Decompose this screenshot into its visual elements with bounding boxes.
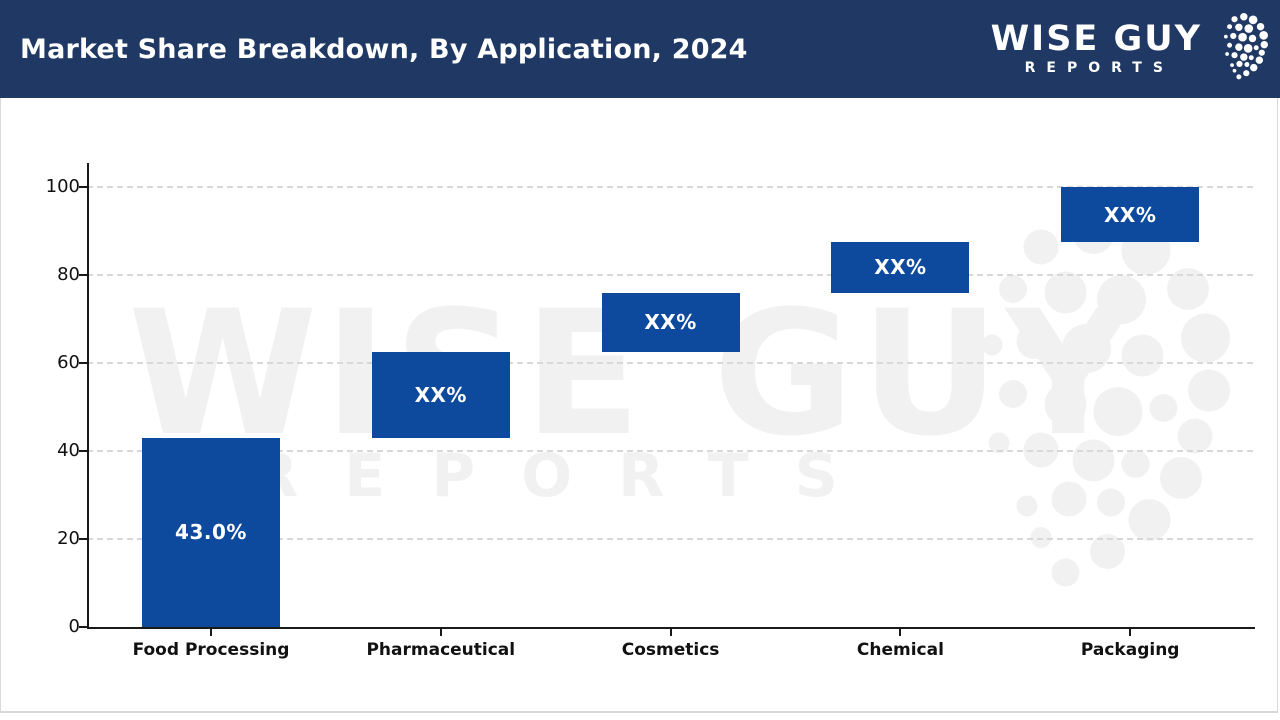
gridline-100 [87,186,1253,188]
y-axis-tick-label: 80 [57,264,80,285]
header-bar: Market Share Breakdown, By Application, … [0,0,1280,98]
x-tick-mark [669,629,672,636]
y-axis-tick-label: 0 [68,616,80,637]
x-tick-mark [210,629,212,636]
x-tick-mark [1129,629,1132,636]
x-axis-category-label-packaging: Packaging [1080,640,1180,660]
gridline-60 [87,362,1253,364]
y-axis-tick-label: 60 [57,352,80,373]
bar-food-processing: 43.0% [142,437,280,627]
x-tick-mark [439,629,442,636]
y-axis-tick-label: 100 [45,176,80,197]
gridline-20 [87,538,1253,540]
x-axis-category-label-chemical: Chemical [856,640,944,660]
x-tick-mark [899,629,902,636]
gridline-80 [87,274,1253,276]
gridline-40 [87,450,1253,452]
bar-value-label-food-processing: 43.0% [175,520,247,545]
x-axis-category-label-pharmaceutical: Pharmaceutical [366,640,516,660]
logo-wordmark: WISE GUY [990,19,1202,59]
x-axis-category-label-food-processing: Food Processing [132,640,290,660]
y-axis-tick-label: 20 [57,528,80,549]
bar-value-label-pharmaceutical: XX% [414,382,467,407]
logo-text: WISE GUY REPORTS [990,19,1202,77]
y-tick-mark [79,450,87,452]
y-tick-mark [79,626,87,628]
bar-value-label-cosmetics: XX% [644,310,697,335]
x-axis-category-label-cosmetics: Cosmetics [621,640,720,660]
y-tick-mark [79,362,87,364]
y-tick-mark [79,186,87,188]
bar-pharmaceutical: XX% [371,352,510,438]
page-title: Market Share Breakdown, By Application, … [20,33,748,65]
y-axis-tick-label: 40 [57,440,80,461]
wise-guy-reports-logo: WISE GUY REPORTS [991,7,1280,91]
bar-packaging: XX% [1061,187,1200,242]
y-tick-mark [79,274,87,276]
logo-subtitle: REPORTS [1024,60,1174,76]
bar-cosmetics: XX% [601,292,740,352]
bar-chemical: XX% [831,242,970,293]
bar-value-label-packaging: XX% [1103,202,1157,227]
x-axis-line [87,627,1255,629]
y-tick-mark [79,538,87,540]
bar-value-label-chemical: XX% [874,255,927,280]
y-axis-line [87,163,89,629]
